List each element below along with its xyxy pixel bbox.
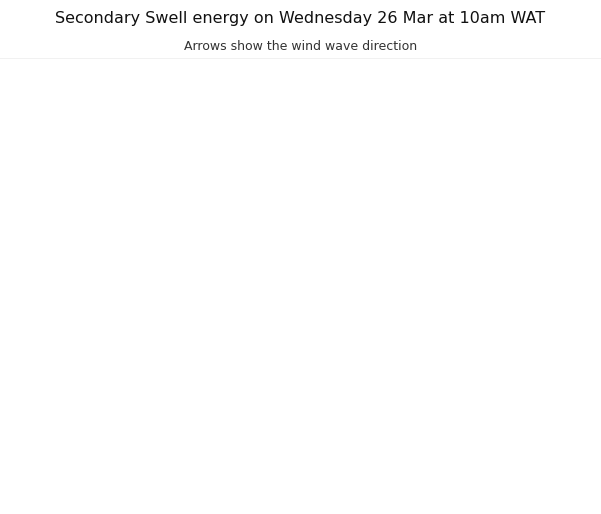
Text: Secondary Swell energy on Wednesday 26 Mar at 10am WAT: Secondary Swell energy on Wednesday 26 M… (55, 11, 546, 26)
Text: cartopy not available: cartopy not available (227, 280, 374, 293)
Text: Arrows show the wind wave direction: Arrows show the wind wave direction (184, 40, 417, 52)
